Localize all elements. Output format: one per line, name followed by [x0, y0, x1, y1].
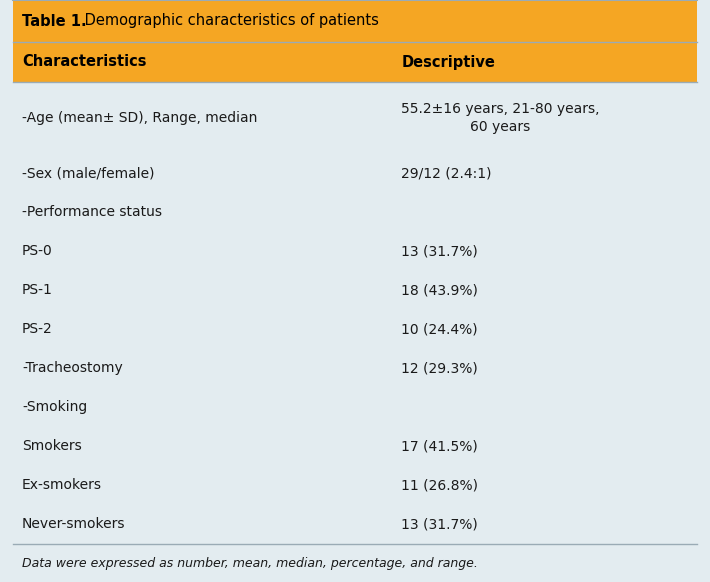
Text: 17 (41.5%): 17 (41.5%)	[401, 439, 478, 453]
Bar	[13, 544, 697, 582]
Text: -Age (mean± SD), Range, median: -Age (mean± SD), Range, median	[22, 111, 258, 125]
Bar	[13, 271, 697, 310]
Text: PS-1: PS-1	[22, 283, 53, 297]
Text: 11 (26.8%): 11 (26.8%)	[401, 478, 478, 492]
Bar	[13, 505, 697, 544]
Bar	[13, 193, 697, 232]
Text: -Tracheostomy: -Tracheostomy	[22, 361, 123, 375]
Bar	[13, 349, 697, 388]
Text: PS-0: PS-0	[22, 244, 53, 258]
Bar	[13, 0, 697, 42]
Text: Demographic characteristics of patients: Demographic characteristics of patients	[80, 13, 379, 29]
Text: -Performance status: -Performance status	[22, 205, 162, 219]
Text: Table 1.: Table 1.	[22, 13, 87, 29]
Text: Descriptive: Descriptive	[401, 55, 495, 69]
Text: Characteristics: Characteristics	[22, 55, 146, 69]
Text: Data were expressed as number, mean, median, percentage, and range.: Data were expressed as number, mean, med…	[22, 558, 478, 570]
Bar	[13, 310, 697, 349]
Text: -Sex (male/female): -Sex (male/female)	[22, 166, 155, 180]
Bar	[13, 154, 697, 193]
Text: 55.2±16 years, 21-80 years,
60 years: 55.2±16 years, 21-80 years, 60 years	[401, 102, 600, 134]
Text: 12 (29.3%): 12 (29.3%)	[401, 361, 478, 375]
Text: Smokers: Smokers	[22, 439, 82, 453]
Bar	[13, 232, 697, 271]
Text: 29/12 (2.4:1): 29/12 (2.4:1)	[401, 166, 491, 180]
Bar	[13, 82, 697, 154]
Text: 18 (43.9%): 18 (43.9%)	[401, 283, 478, 297]
Bar	[13, 42, 697, 82]
Text: Ex-smokers: Ex-smokers	[22, 478, 102, 492]
Bar	[13, 388, 697, 427]
Bar	[13, 427, 697, 466]
Text: 10 (24.4%): 10 (24.4%)	[401, 322, 478, 336]
Text: Never-smokers: Never-smokers	[22, 517, 126, 531]
Bar	[13, 466, 697, 505]
Text: 13 (31.7%): 13 (31.7%)	[401, 517, 478, 531]
Text: 13 (31.7%): 13 (31.7%)	[401, 244, 478, 258]
Text: -Smoking: -Smoking	[22, 400, 87, 414]
Text: PS-2: PS-2	[22, 322, 53, 336]
